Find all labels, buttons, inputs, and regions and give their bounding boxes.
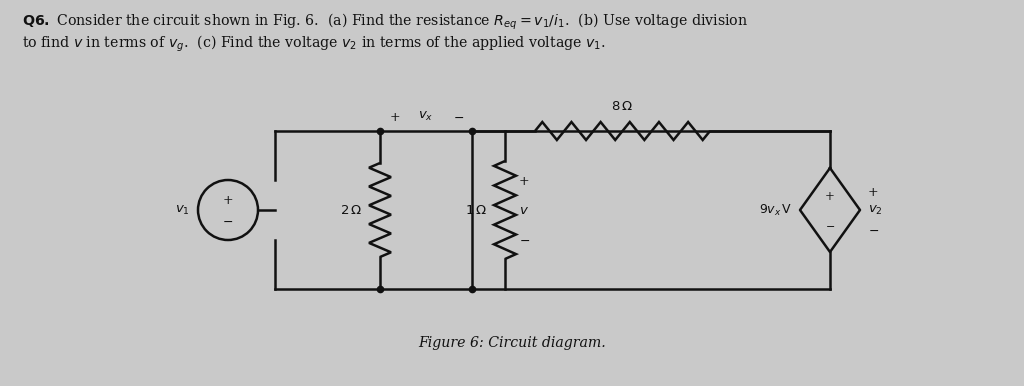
Text: $8\,\Omega$: $8\,\Omega$ <box>611 100 634 113</box>
Text: $v_1$: $v_1$ <box>175 203 190 217</box>
Text: +: + <box>868 186 879 200</box>
Text: $v_2$: $v_2$ <box>868 203 883 217</box>
Text: +: + <box>519 176 529 188</box>
Text: $-$: $-$ <box>868 223 880 237</box>
Text: $9v_x\,$V: $9v_x\,$V <box>759 202 792 218</box>
Text: $\mathbf{Q6.}$ Consider the circuit shown in Fig. 6.  (a) Find the resistance $R: $\mathbf{Q6.}$ Consider the circuit show… <box>22 12 749 32</box>
Text: $2\,\Omega$: $2\,\Omega$ <box>340 203 362 217</box>
Text: $v$: $v$ <box>519 203 529 217</box>
Text: $1\,\Omega$: $1\,\Omega$ <box>465 203 487 217</box>
Text: $-$: $-$ <box>519 234 530 247</box>
Text: +: + <box>390 111 400 124</box>
Text: $-$: $-$ <box>453 111 464 124</box>
Text: $-$: $-$ <box>222 215 233 227</box>
Text: $-$: $-$ <box>825 220 835 230</box>
Text: +: + <box>825 191 835 203</box>
Text: +: + <box>222 193 233 207</box>
Text: to find $v$ in terms of $v_g$.  (c) Find the voltage $v_2$ in terms of the appli: to find $v$ in terms of $v_g$. (c) Find … <box>22 34 606 54</box>
Text: $v_x$: $v_x$ <box>419 110 434 123</box>
Text: Figure 6: Circuit diagram.: Figure 6: Circuit diagram. <box>418 336 606 350</box>
